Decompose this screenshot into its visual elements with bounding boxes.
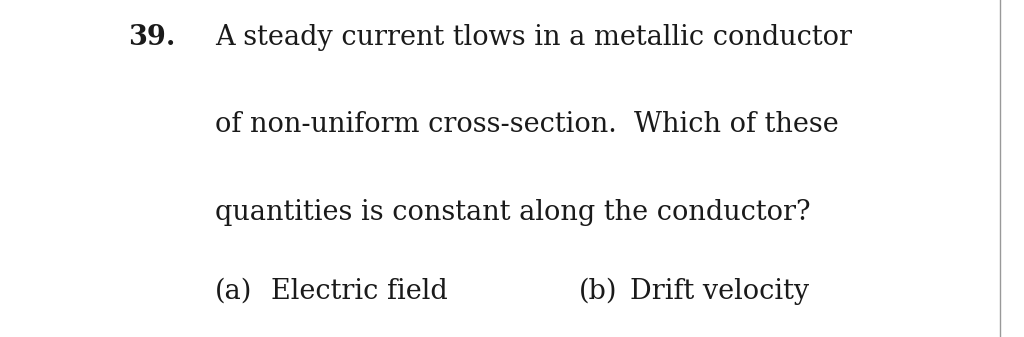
Text: (a): (a) — [215, 278, 252, 305]
Text: of non-uniform cross-section.  Which of these: of non-uniform cross-section. Which of t… — [215, 111, 839, 138]
Text: Drift velocity: Drift velocity — [630, 278, 809, 305]
Text: Electric field: Electric field — [271, 278, 449, 305]
Text: (b): (b) — [579, 278, 617, 305]
Text: quantities is constant along the conductor?: quantities is constant along the conduct… — [215, 199, 811, 226]
Text: 39.: 39. — [128, 24, 175, 51]
Text: A steady current tlows in a metallic conductor: A steady current tlows in a metallic con… — [215, 24, 852, 51]
